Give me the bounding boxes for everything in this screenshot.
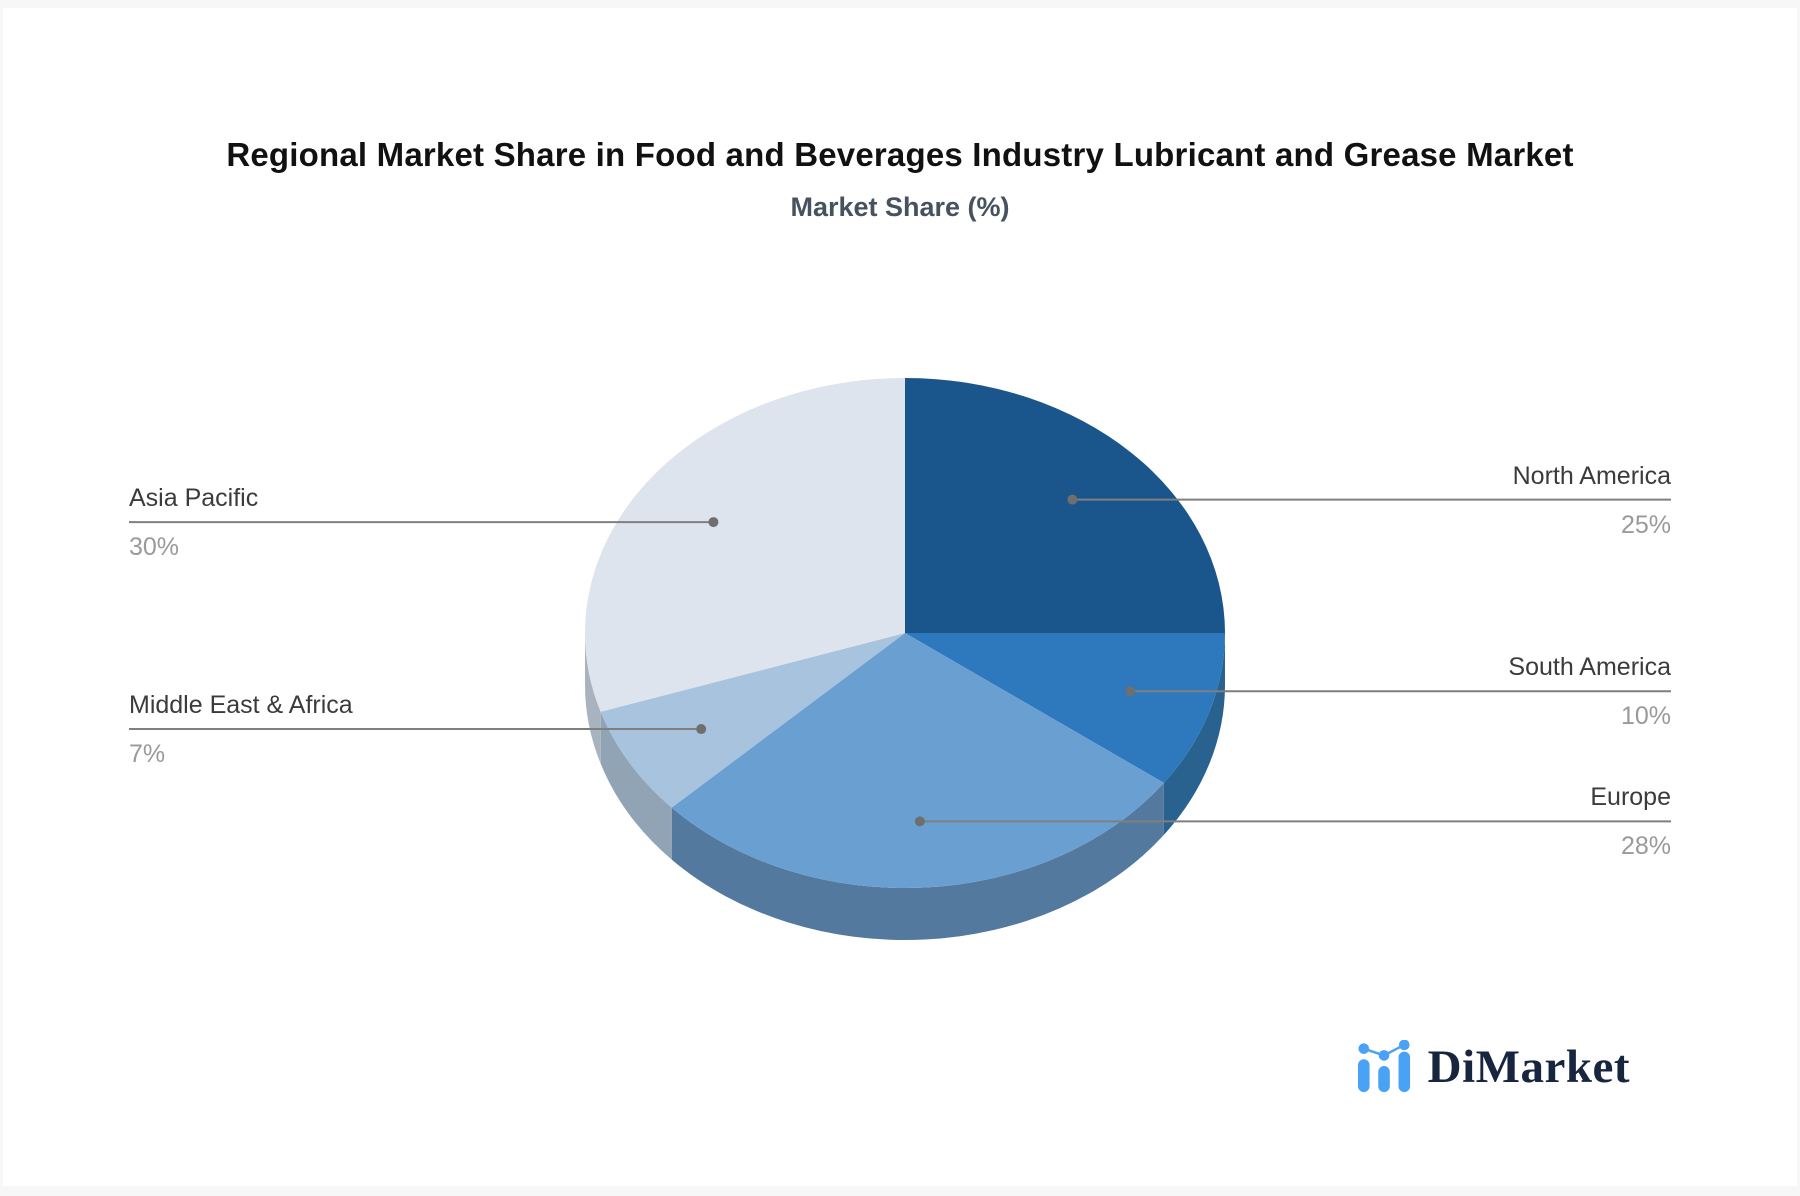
- brand-logo: DiMarket: [1356, 1040, 1630, 1094]
- chart-title: Regional Market Share in Food and Bevera…: [226, 136, 1574, 173]
- leader-dot: [914, 816, 925, 827]
- pie-slice-europe[interactable]: [671, 633, 1164, 889]
- pie-slice-north-america[interactable]: [905, 378, 1225, 633]
- leader-dot: [1067, 494, 1078, 505]
- pie-slice-wall-europe: [671, 782, 1164, 941]
- brand-logo-text: DiMarket: [1427, 1041, 1630, 1093]
- pie-slice-asia-pacific[interactable]: [585, 378, 905, 712]
- dimarket-logo-icon: [1357, 1040, 1410, 1093]
- pie-slice-middle-east-africa[interactable]: [600, 633, 905, 808]
- leader-dot: [708, 517, 719, 528]
- pie-slice-wall-south-america: [1163, 633, 1225, 835]
- leader-dot: [696, 724, 707, 735]
- chart-subtitle: Market Share (%): [790, 192, 1010, 222]
- pie-slice-wall-asia-pacific: [585, 633, 601, 764]
- pie-slice-south-america[interactable]: [905, 633, 1225, 783]
- pie-slice-wall-middle-east-africa: [600, 711, 672, 860]
- leader-dot: [1125, 686, 1136, 697]
